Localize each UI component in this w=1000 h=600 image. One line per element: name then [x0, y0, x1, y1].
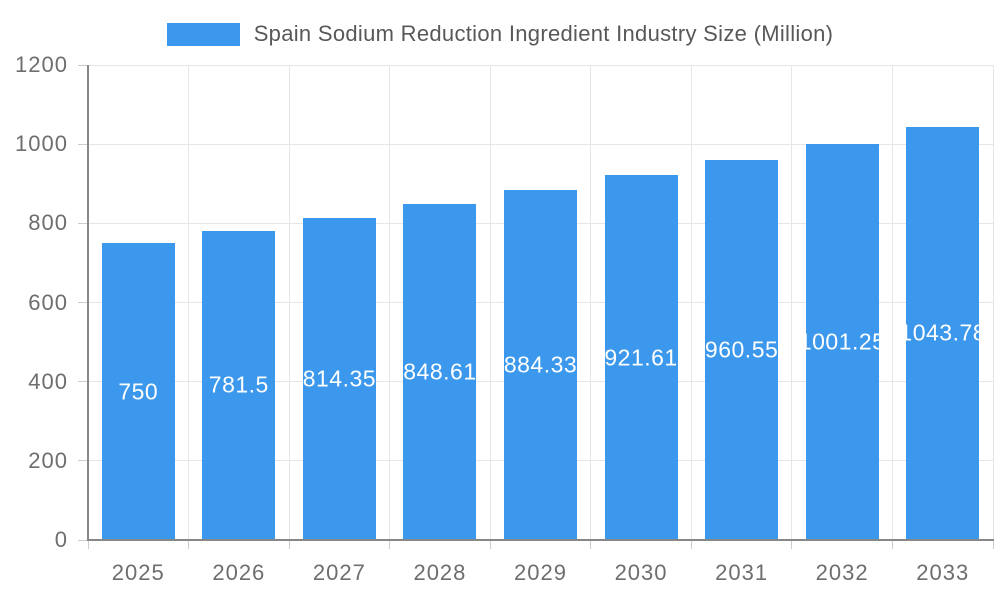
bar[interactable]: [101, 243, 175, 540]
y-axis-tick-label: 1000: [15, 131, 68, 157]
x-axis-tick-label: 2025: [111, 560, 165, 585]
x-axis-tick-label: 2032: [815, 560, 869, 585]
bar-value-label: 848.61: [403, 358, 477, 385]
plot-area: 750 781.5 814.35 848.61 884.33 921.61 960.55 10…: [78, 64, 994, 549]
x-tick-mark: [690, 540, 692, 549]
y-axis-tick-label: 400: [28, 368, 68, 394]
gridline-horizontal: [88, 143, 993, 145]
bar[interactable]: [805, 143, 879, 540]
legend-swatch: [166, 22, 240, 46]
gridline-vertical: [791, 65, 793, 540]
bar[interactable]: [504, 189, 577, 540]
chart-legend[interactable]: Spain Sodium Reduction Ingredient Indust…: [0, 20, 1000, 48]
y-tick-mark: [78, 143, 88, 145]
x-axis-tick-label: 2028: [413, 560, 467, 585]
y-axis-tick-label: 1200: [15, 52, 68, 77]
x-axis-tick-label: 2026: [212, 560, 266, 585]
bar-value-label: 921.61: [604, 344, 678, 371]
bar[interactable]: [604, 175, 678, 540]
x-tick-mark: [489, 540, 491, 549]
bar-value-label: 884.33: [503, 351, 578, 378]
bar-value-label: 781.5: [208, 371, 269, 398]
gridline-vertical: [992, 65, 994, 540]
y-axis-tick-label: 0: [54, 527, 68, 552]
y-tick-mark: [78, 302, 88, 303]
bar[interactable]: [202, 230, 276, 540]
bar[interactable]: [906, 126, 980, 540]
bar-value-label: 960.55: [704, 336, 779, 363]
legend-label: Spain Sodium Reduction Ingredient Indust…: [253, 21, 834, 46]
x-tick-mark: [992, 540, 994, 549]
y-tick-mark: [78, 64, 88, 66]
x-axis-line: [87, 539, 994, 541]
gridline-vertical: [389, 65, 391, 540]
gridline-vertical: [489, 65, 491, 540]
bar-value-label: 1043.78: [899, 319, 987, 346]
y-tick-mark: [78, 460, 88, 462]
y-axis-tick-label: 600: [28, 289, 68, 315]
y-axis-labels: 0 200 400 600 800 1000 1200: [0, 52, 78, 552]
x-axis-tick-label: 2033: [916, 560, 970, 585]
bar-value-label: 750: [118, 378, 159, 405]
gridline-vertical: [288, 65, 290, 540]
gridline-vertical: [188, 65, 190, 540]
gridline-vertical: [590, 65, 592, 540]
gridline-horizontal: [88, 64, 993, 66]
y-axis-tick-label: 800: [28, 210, 68, 236]
bar[interactable]: [302, 217, 376, 540]
y-axis-line: [87, 65, 89, 541]
gridline-vertical: [690, 65, 692, 540]
y-tick-mark: [78, 539, 88, 541]
y-tick-mark: [78, 381, 88, 383]
x-axis-tick-label: 2029: [514, 560, 567, 585]
x-tick-mark: [389, 540, 391, 549]
bar-value-label: 814.35: [302, 365, 377, 392]
x-axis-tick-label: 2031: [715, 560, 769, 585]
x-tick-mark: [288, 540, 290, 549]
y-tick-mark: [78, 222, 88, 224]
x-tick-mark: [87, 540, 89, 549]
x-axis-tick-label: 2030: [614, 560, 668, 585]
y-axis-tick-label: 200: [28, 447, 68, 473]
gridline-vertical: [891, 65, 893, 540]
x-tick-mark: [188, 540, 190, 549]
bar[interactable]: [705, 159, 779, 540]
bar[interactable]: [403, 204, 477, 540]
x-tick-mark: [590, 540, 592, 549]
x-tick-mark: [891, 540, 893, 549]
x-axis-labels: 2025 2026 2027 2028 2029 2030 2031 2032 2033: [88, 554, 993, 588]
x-tick-mark: [791, 540, 793, 549]
bar-value-label: 1001.25: [798, 328, 886, 355]
x-axis-tick-label: 2027: [312, 560, 366, 585]
